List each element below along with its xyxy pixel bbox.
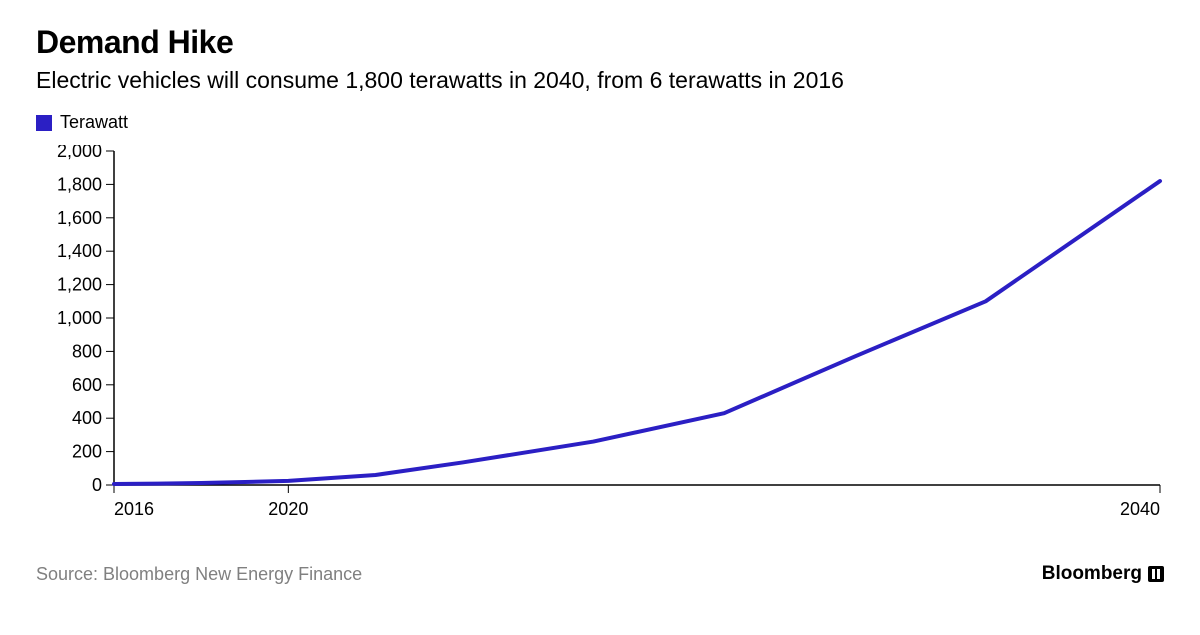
x-tick-label: 2040 (1120, 499, 1160, 519)
y-tick-label: 2,000 (57, 145, 102, 161)
legend-label: Terawatt (60, 112, 128, 133)
y-tick-label: 1,600 (57, 208, 102, 228)
chart-title: Demand Hike (36, 24, 1164, 61)
x-tick-label: 2020 (268, 499, 308, 519)
y-tick-label: 1,200 (57, 275, 102, 295)
legend: Terawatt (36, 112, 1164, 133)
line-chart-svg: 0 200 400 600 800 1,000 1,200 1,400 1,600 1,800 2,… (36, 145, 1164, 545)
brand-text: Bloomberg (1042, 563, 1142, 585)
source-text: Source: Bloomberg New Energy Finance (36, 564, 362, 585)
y-tick-label: 800 (72, 341, 102, 361)
brand-icon (1148, 566, 1164, 582)
y-tick-label: 1,000 (57, 308, 102, 328)
chart-subtitle: Electric vehicles will consume 1,800 ter… (36, 67, 1164, 94)
y-tick-label: 1,400 (57, 241, 102, 261)
y-tick-label: 200 (72, 442, 102, 462)
legend-swatch (36, 115, 52, 131)
chart-plot-area: 0 200 400 600 800 1,000 1,200 1,400 1,600 1,800 2,… (36, 145, 1164, 545)
chart-header: Demand Hike Electric vehicles will consu… (36, 24, 1164, 94)
chart-footer: Source: Bloomberg New Energy Finance Blo… (36, 563, 1164, 585)
y-tick-label: 1,800 (57, 174, 102, 194)
y-tick-label: 0 (92, 475, 102, 495)
series-line (114, 181, 1160, 484)
y-tick-label: 400 (72, 408, 102, 428)
y-tick-label: 600 (72, 375, 102, 395)
brand: Bloomberg (1042, 563, 1164, 585)
x-tick-label: 2016 (114, 499, 154, 519)
